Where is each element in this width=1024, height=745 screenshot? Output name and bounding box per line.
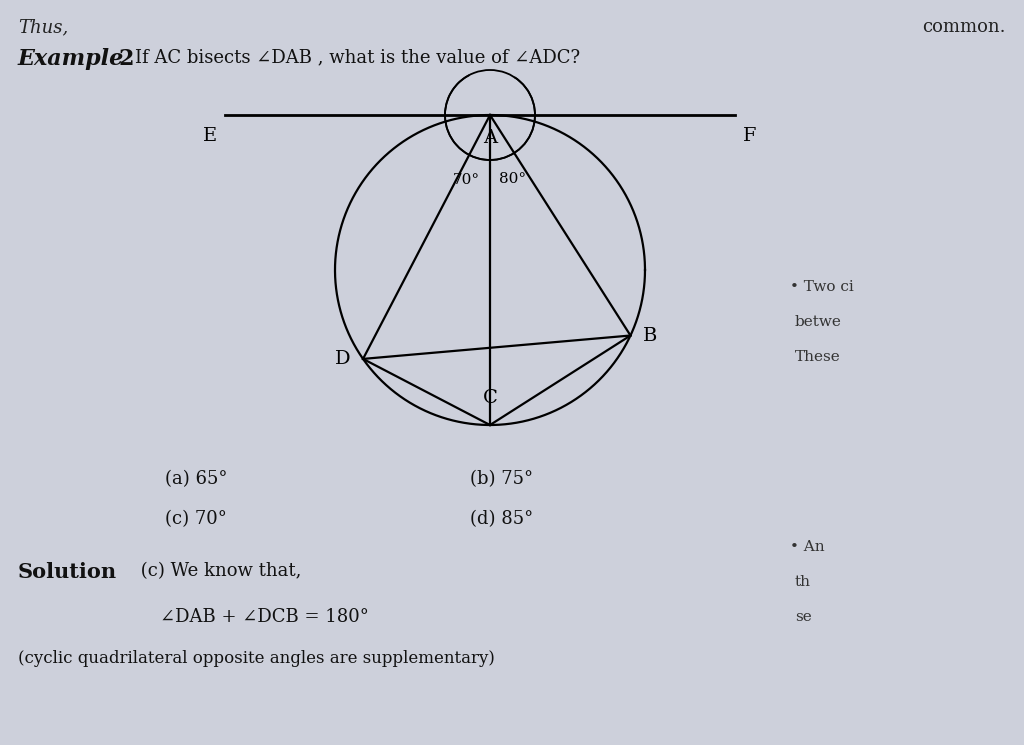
Text: • Two ci: • Two ci: [790, 280, 854, 294]
Text: If AC bisects ∠DAB , what is the value of ∠ADC?: If AC bisects ∠DAB , what is the value o…: [135, 48, 581, 66]
Text: C: C: [482, 389, 498, 407]
Text: (c) 70°: (c) 70°: [165, 510, 227, 528]
Text: F: F: [743, 127, 757, 145]
Text: (c) We know that,: (c) We know that,: [135, 562, 301, 580]
Text: Solution: Solution: [18, 562, 117, 582]
Text: Thus,: Thus,: [18, 18, 69, 36]
Text: E: E: [203, 127, 217, 145]
Text: (cyclic quadrilateral opposite angles are supplementary): (cyclic quadrilateral opposite angles ar…: [18, 650, 495, 667]
Text: B: B: [642, 326, 656, 344]
Text: 2: 2: [118, 48, 133, 70]
Text: se: se: [795, 610, 812, 624]
Text: (d) 85°: (d) 85°: [470, 510, 534, 528]
Text: 70°: 70°: [453, 173, 479, 187]
Text: th: th: [795, 575, 811, 589]
Text: • An: • An: [790, 540, 824, 554]
Text: (a) 65°: (a) 65°: [165, 470, 227, 488]
Text: betwe: betwe: [795, 315, 842, 329]
Text: 80°: 80°: [499, 172, 526, 186]
Text: D: D: [336, 350, 351, 368]
Text: Example: Example: [18, 48, 132, 70]
Text: common.: common.: [923, 18, 1006, 36]
Text: A: A: [483, 129, 497, 147]
Text: These: These: [795, 350, 841, 364]
Text: (b) 75°: (b) 75°: [470, 470, 534, 488]
Text: ∠DAB + ∠DCB = 180°: ∠DAB + ∠DCB = 180°: [160, 608, 369, 626]
